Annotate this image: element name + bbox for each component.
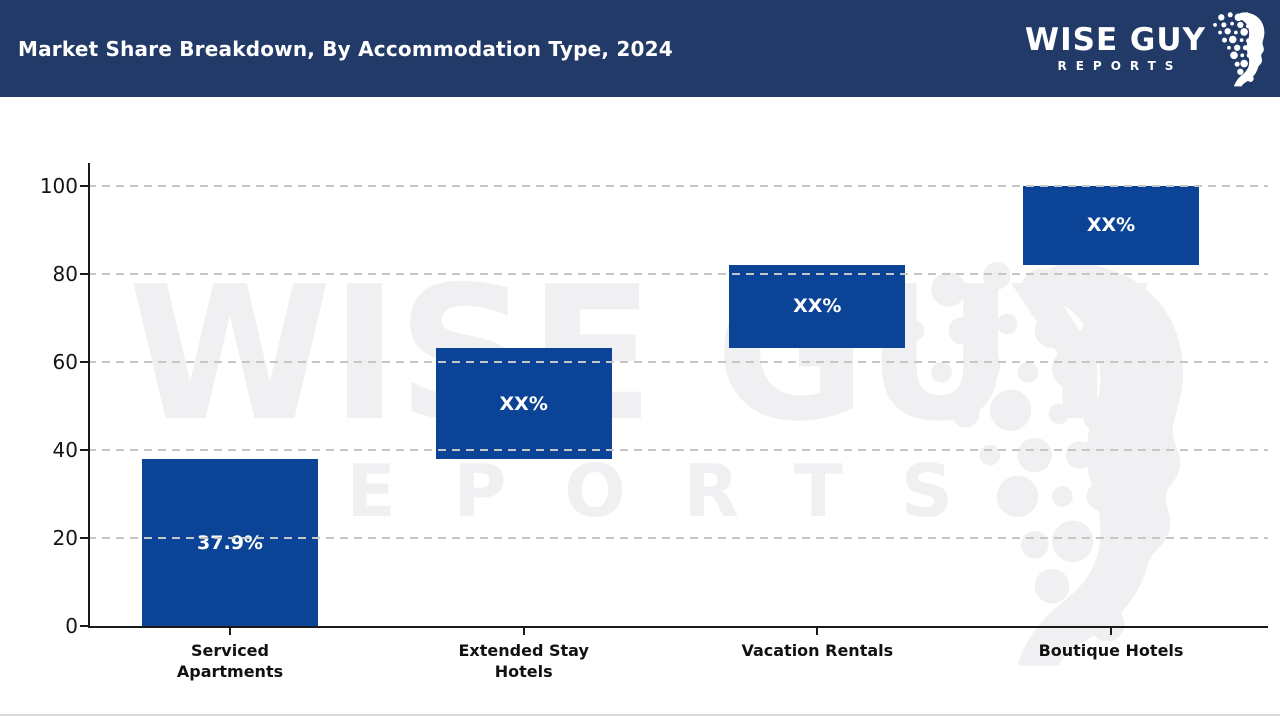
watermark-line2: REPORTS (233, 449, 1011, 533)
y-axis-tick (80, 185, 88, 187)
logo-text-block: WISE GUY REPORTS (1024, 22, 1206, 73)
x-axis-tick (1110, 628, 1112, 635)
x-axis-tick (522, 628, 525, 635)
footer-divider (0, 714, 1280, 716)
y-axis-spine (88, 163, 90, 628)
y-axis-tick (80, 361, 88, 363)
x-axis-category-label: Vacation Rentals (741, 641, 894, 660)
bar-value-label: XX% (499, 392, 548, 415)
gridline (88, 361, 1268, 363)
bar-value-label: XX% (1086, 214, 1136, 237)
chart-title: Market Share Breakdown, By Accommodation… (18, 36, 673, 61)
gridline (88, 185, 1268, 187)
y-axis-tick (80, 625, 88, 627)
y-axis-label: 0 (65, 614, 78, 638)
x-axis-category-label: Boutique Hotels (1038, 641, 1184, 660)
header-bar: Market Share Breakdown, By Accommodation… (0, 0, 1280, 97)
x-axis-category-label: Extended Stay Hotels (458, 641, 589, 681)
y-axis-label: 20 (52, 526, 78, 550)
bar-segment: XX% (1023, 186, 1199, 265)
bar-segment: 37.9% (142, 459, 318, 626)
gridline (88, 537, 1268, 539)
y-axis-label: 40 (52, 438, 78, 462)
y-axis-label: 60 (52, 350, 78, 374)
x-axis-tick (229, 628, 231, 635)
y-axis-tick (80, 273, 88, 275)
gridline (88, 449, 1268, 451)
y-axis-label: 80 (52, 262, 78, 286)
y-axis-label: 100 (39, 174, 78, 198)
y-axis-tick (80, 537, 88, 539)
bar-segment: XX% (729, 264, 906, 348)
wiseguy-logo: WISE GUY REPORTS (1025, 11, 1266, 87)
bar-segment: XX% (435, 347, 612, 460)
wiseguy-face-icon (1202, 11, 1266, 87)
logo-tagline: REPORTS (1057, 59, 1183, 73)
gridline (88, 273, 1268, 275)
y-axis-tick (80, 449, 88, 451)
bar-value-label: XX% (793, 295, 842, 318)
x-axis-tick (816, 628, 819, 635)
x-axis-spine (88, 626, 1268, 628)
x-axis-category-label: Serviced Apartments (176, 641, 284, 681)
logo-wordmark: WISE GUY (1024, 22, 1206, 58)
bar-value-label: 37.9% (197, 531, 263, 554)
